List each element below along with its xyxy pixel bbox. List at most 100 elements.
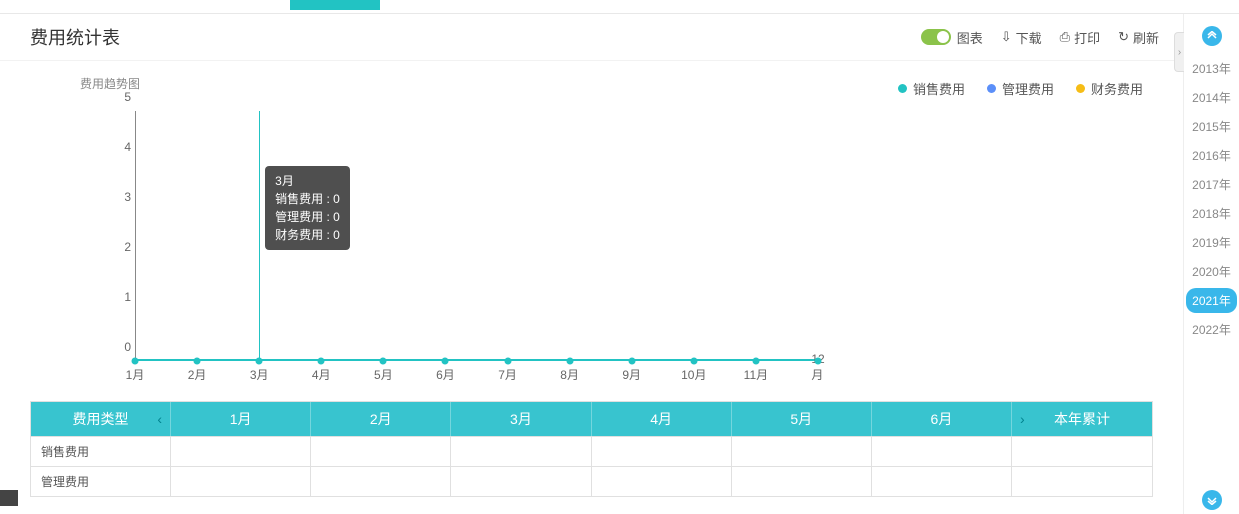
data-point-marker[interactable] <box>815 358 822 365</box>
table-cell: 管理费用 <box>31 467 171 496</box>
legend-item[interactable]: 财务费用 <box>1076 79 1143 98</box>
data-table: 费用类型 ‹ 1月 2月 3月 4月 5月 6月 本年累计 › 销售费用管理费用 <box>30 401 1153 497</box>
toolbar: 图表 ⇩ 下载 ⎙ 打印 ↻ 刷新 <box>921 28 1159 47</box>
year-item[interactable]: 2020年 <box>1186 259 1237 284</box>
data-point-marker[interactable] <box>194 358 201 365</box>
legend-dot-icon <box>898 84 907 93</box>
table-cell <box>451 467 591 496</box>
top-tab-strip <box>0 0 1239 14</box>
data-point-marker[interactable] <box>690 358 697 365</box>
chart-toggle[interactable] <box>921 29 951 45</box>
data-point-marker[interactable] <box>566 358 573 365</box>
refresh-icon: ↻ <box>1118 29 1129 45</box>
table-header-label: 本年累计 <box>1054 409 1110 429</box>
table-header-label: 费用类型 <box>73 409 129 429</box>
chevron-down-icon <box>1207 495 1217 505</box>
table-header-cell: 1月 <box>171 402 311 436</box>
chart-legend: 销售费用 管理费用 财务费用 <box>898 79 1143 98</box>
tooltip-row: 财务费用 : 0 <box>275 226 340 244</box>
x-tick-label: 5月 <box>374 366 393 383</box>
year-scroll-up-button[interactable] <box>1202 26 1222 46</box>
chart-plot: 012345 1月2月3月4月5月6月7月8月9月10月11月12月3月销售费用… <box>135 111 818 361</box>
table-header-label: 1月 <box>230 409 252 429</box>
table-cell <box>1012 467 1152 496</box>
x-tick-label: 11月 <box>744 366 768 383</box>
tooltip-row: 销售费用 : 0 <box>275 190 340 208</box>
legend-dot-icon <box>987 84 996 93</box>
x-tick-label: 8月 <box>560 366 579 383</box>
data-point-marker[interactable] <box>132 358 139 365</box>
download-button[interactable]: ⇩ 下载 <box>1001 28 1042 47</box>
year-item[interactable]: 2014年 <box>1186 85 1237 110</box>
x-tick-label: 1月 <box>126 366 145 383</box>
table-cell <box>872 437 1012 466</box>
table-header-label: 6月 <box>931 409 953 429</box>
table-cell <box>732 437 872 466</box>
year-item[interactable]: 2013年 <box>1186 56 1237 81</box>
table-scroll-right-button[interactable]: › <box>1020 411 1025 427</box>
table-cell <box>451 437 591 466</box>
legend-item[interactable]: 管理费用 <box>987 79 1054 98</box>
table-header-cell: 4月 <box>592 402 732 436</box>
table-header-cell: 2月 <box>311 402 451 436</box>
legend-label: 财务费用 <box>1091 79 1143 98</box>
table-header-label: 4月 <box>650 409 672 429</box>
table-header-label: 2月 <box>370 409 392 429</box>
x-tick-label: 10月 <box>681 366 706 383</box>
data-point-marker[interactable] <box>380 358 387 365</box>
x-tick-label: 3月 <box>250 366 269 383</box>
data-point-marker[interactable] <box>752 358 759 365</box>
table-header-cell: 6月 <box>872 402 1012 436</box>
year-scroll-down-button[interactable] <box>1202 490 1222 510</box>
table-cell <box>311 467 451 496</box>
table-header-cell: 本年累计 › <box>1012 402 1152 436</box>
refresh-button[interactable]: ↻ 刷新 <box>1118 28 1159 47</box>
table-header-row: 费用类型 ‹ 1月 2月 3月 4月 5月 6月 本年累计 › <box>31 402 1152 436</box>
table-cell: 销售费用 <box>31 437 171 466</box>
x-tick-label: 6月 <box>436 366 455 383</box>
year-item[interactable]: 2018年 <box>1186 201 1237 226</box>
x-tick-label: 9月 <box>622 366 641 383</box>
print-icon: ⎙ <box>1060 29 1070 45</box>
y-axis: 012345 <box>115 111 135 361</box>
year-item[interactable]: 2016年 <box>1186 143 1237 168</box>
year-item[interactable]: 2019年 <box>1186 230 1237 255</box>
tooltip-title: 3月 <box>275 172 340 190</box>
print-label: 打印 <box>1074 28 1100 47</box>
chart-tooltip: 3月销售费用 : 0管理费用 : 0财务费用 : 0 <box>265 166 350 250</box>
table-header-label: 3月 <box>510 409 532 429</box>
chart-toggle-label: 图表 <box>957 28 983 47</box>
data-point-marker[interactable] <box>318 358 325 365</box>
table-body: 销售费用管理费用 <box>31 436 1152 496</box>
data-point-marker[interactable] <box>504 358 511 365</box>
print-button[interactable]: ⎙ 打印 <box>1060 28 1100 47</box>
table-header-label: 5月 <box>790 409 812 429</box>
year-nav: 2013年 2014年 2015年 2016年 2017年 2018年 2019年 2020年… <box>1184 14 1239 514</box>
refresh-label: 刷新 <box>1133 28 1159 47</box>
year-item[interactable]: 2015年 <box>1186 114 1237 139</box>
table-header-cell: 费用类型 ‹ <box>31 402 171 436</box>
series-line <box>135 359 818 361</box>
year-item[interactable]: 2021年 <box>1186 288 1237 313</box>
table-cell <box>732 467 872 496</box>
year-item[interactable]: 2022年 <box>1186 317 1237 342</box>
download-label: 下载 <box>1016 28 1042 47</box>
data-point-marker[interactable] <box>442 358 449 365</box>
data-point-marker[interactable] <box>628 358 635 365</box>
bottom-left-tab[interactable] <box>0 490 18 506</box>
y-tick-label: 4 <box>124 140 131 154</box>
legend-label: 销售费用 <box>913 79 965 98</box>
year-list: 2013年 2014年 2015年 2016年 2017年 2018年 2019年 2020年… <box>1186 56 1237 480</box>
y-tick-label: 2 <box>124 240 131 254</box>
legend-item[interactable]: 销售费用 <box>898 79 965 98</box>
active-tab-indicator <box>290 0 380 10</box>
table-cell <box>592 467 732 496</box>
year-item[interactable]: 2017年 <box>1186 172 1237 197</box>
page-title: 费用统计表 <box>30 24 921 50</box>
y-tick-label: 0 <box>124 340 131 354</box>
table-scroll-left-button[interactable]: ‹ <box>157 411 162 427</box>
x-tick-label: 7月 <box>498 366 517 383</box>
hover-crosshair <box>259 111 260 361</box>
chart-toggle-wrap: 图表 <box>921 28 983 47</box>
chart-area: 费用趋势图 销售费用管理费用财务费用 012345 1月2月3月4月5月6月7月… <box>0 61 1183 401</box>
